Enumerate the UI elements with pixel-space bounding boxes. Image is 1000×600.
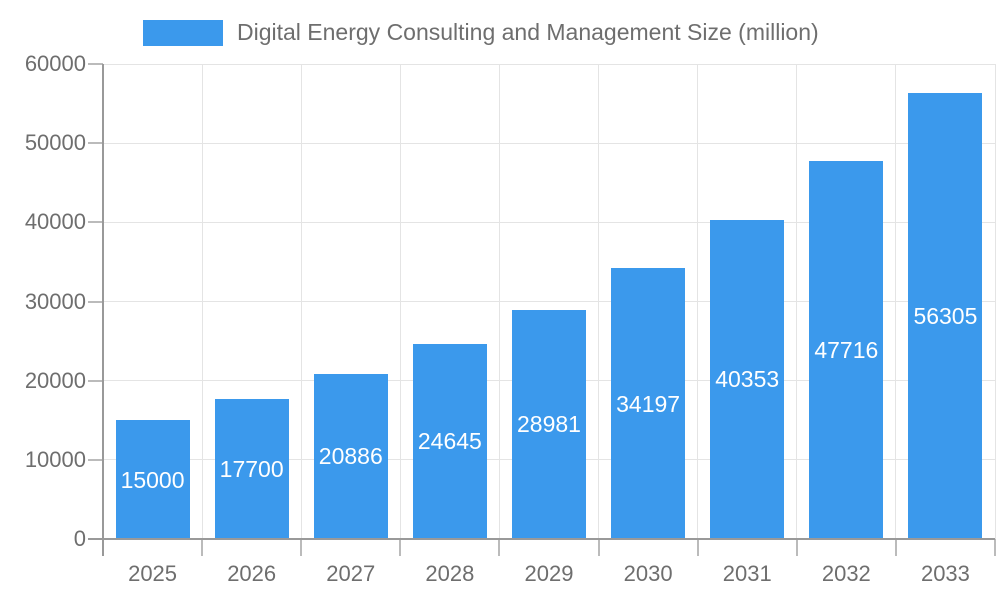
- gridline-vertical: [399, 64, 401, 539]
- gridline-horizontal: [103, 221, 995, 223]
- x-axis-label: 2031: [722, 561, 772, 586]
- bar-2026: [214, 398, 289, 539]
- x-axis-label: 2027: [326, 561, 376, 586]
- y-axis-tick: [88, 63, 103, 65]
- x-axis-label: 2028: [425, 561, 475, 586]
- y-axis-tick: [88, 300, 103, 303]
- legend-swatch: [143, 19, 223, 46]
- x-axis-tick: [300, 539, 303, 556]
- x-axis-label: 2033: [920, 561, 970, 586]
- bar-value-label: 15000: [120, 466, 185, 493]
- bar-2025: [115, 420, 190, 539]
- y-axis-tick: [88, 458, 103, 461]
- bar-value-label: 17700: [219, 455, 284, 482]
- gridline-vertical: [994, 64, 996, 539]
- bar-2030: [611, 268, 686, 539]
- x-axis-label: 2032: [821, 561, 871, 586]
- y-axis-label: 30000: [24, 288, 86, 314]
- y-axis-line: [102, 64, 104, 556]
- gridline-vertical: [598, 64, 600, 539]
- y-axis-label: 10000: [24, 446, 86, 472]
- x-axis-label: 2026: [227, 561, 277, 586]
- bar-value-label: 40353: [715, 366, 780, 393]
- y-axis-label: 50000: [24, 130, 86, 156]
- x-axis-tick: [498, 539, 501, 556]
- x-axis-label: 2029: [524, 561, 574, 586]
- x-axis-tick: [795, 539, 798, 556]
- gridline-vertical: [498, 64, 500, 539]
- gridline-horizontal: [103, 63, 995, 65]
- legend-label: Digital Energy Consulting and Management…: [237, 19, 819, 45]
- gridline-vertical: [796, 64, 798, 539]
- bar-2028: [412, 343, 487, 539]
- bar-value-label: 24645: [417, 428, 482, 455]
- x-axis-tick: [597, 539, 600, 556]
- bar-2033: [908, 93, 983, 539]
- bar-2029: [512, 309, 586, 539]
- gridline-vertical: [895, 64, 897, 539]
- bar-value-label: 56305: [913, 303, 978, 330]
- gridline-horizontal: [103, 301, 995, 302]
- bar-value-label: 28981: [517, 411, 581, 438]
- x-axis-tick: [201, 539, 204, 556]
- bar-value-label: 20886: [318, 443, 383, 470]
- y-axis-tick: [88, 221, 103, 224]
- y-axis-label: 40000: [24, 209, 86, 235]
- bar-2027: [313, 373, 388, 539]
- y-axis-tick: [88, 379, 103, 382]
- bar-value-label: 34197: [616, 390, 681, 417]
- gridline-vertical: [697, 64, 699, 539]
- y-axis-tick: [88, 142, 103, 145]
- bar-value-label: 47716: [814, 337, 879, 364]
- gridline-vertical: [201, 64, 203, 539]
- x-axis-tick: [894, 539, 897, 556]
- legend-item[interactable]: Digital Energy Consulting and Management…: [143, 19, 819, 46]
- bar-2031: [710, 219, 785, 539]
- x-axis-tick: [696, 539, 699, 556]
- gridline-vertical: [300, 64, 302, 539]
- y-axis-label: 0: [73, 526, 86, 551]
- x-axis-tick: [994, 539, 996, 556]
- x-axis-line: [88, 538, 995, 540]
- y-axis-label: 20000: [24, 367, 86, 393]
- x-axis-tick: [399, 539, 402, 556]
- x-axis-label: 2025: [128, 561, 178, 586]
- y-axis-label: 60000: [24, 51, 86, 76]
- bar-2032: [809, 161, 884, 539]
- x-axis-label: 2030: [623, 561, 673, 586]
- gridline-horizontal: [103, 142, 995, 144]
